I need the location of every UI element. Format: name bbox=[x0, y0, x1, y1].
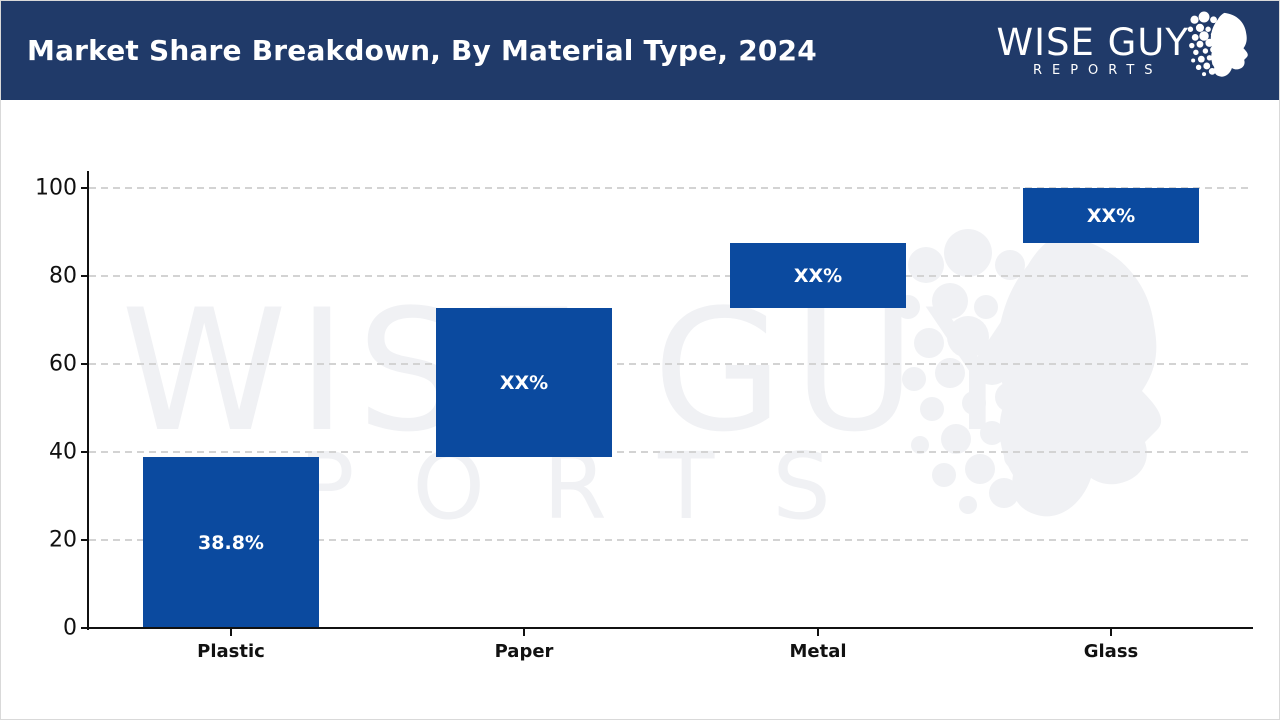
y-axis-label-0: 0 bbox=[63, 615, 77, 641]
y-axis-label-60: 60 bbox=[49, 351, 77, 377]
y-axis-tick-80 bbox=[81, 275, 89, 277]
gridline-y-80 bbox=[89, 275, 1253, 277]
bar-value-label-plastic: 38.8% bbox=[198, 531, 264, 554]
x-axis-spine bbox=[87, 627, 1253, 629]
x-axis-tick-metal bbox=[817, 629, 819, 636]
bar-glass bbox=[1023, 188, 1199, 244]
logo-wordmark-line1: WISE GUY bbox=[996, 21, 1189, 64]
y-axis-tick-20 bbox=[81, 539, 89, 541]
x-axis-label-metal: Metal bbox=[789, 641, 847, 662]
y-axis-tick-0 bbox=[81, 627, 89, 629]
x-axis-label-plastic: Plastic bbox=[197, 641, 265, 662]
header-bar: Market Share Breakdown, By Material Type… bbox=[1, 1, 1279, 100]
bar-metal bbox=[730, 243, 906, 309]
gridline-y-100 bbox=[89, 187, 1253, 189]
y-axis-tick-60 bbox=[81, 363, 89, 365]
gridline-y-60 bbox=[89, 363, 1253, 365]
logo-wordmark: WISE GUY REPORTS bbox=[997, 24, 1189, 77]
bar-plastic bbox=[143, 457, 319, 628]
face-profile-icon bbox=[1185, 10, 1253, 92]
x-axis-label-paper: Paper bbox=[494, 641, 554, 662]
y-axis-tick-100 bbox=[81, 187, 89, 189]
bar-value-label-glass: XX% bbox=[1086, 204, 1136, 227]
x-axis-tick-glass bbox=[1110, 629, 1112, 636]
x-axis-tick-paper bbox=[523, 629, 525, 636]
chart-title: Market Share Breakdown, By Material Type… bbox=[27, 34, 817, 67]
watermark-face-icon bbox=[879, 223, 1189, 583]
logo-wordmark-line2: REPORTS bbox=[1032, 63, 1163, 78]
y-axis-label-100: 100 bbox=[35, 175, 77, 201]
x-axis-label-glass: Glass bbox=[1083, 641, 1139, 662]
y-axis-spine bbox=[87, 171, 89, 630]
bar-value-label-metal: XX% bbox=[793, 264, 843, 287]
y-axis-label-80: 80 bbox=[49, 263, 77, 289]
gridline-y-20 bbox=[89, 539, 1253, 541]
y-axis-label-40: 40 bbox=[49, 439, 77, 465]
y-axis-label-20: 20 bbox=[49, 527, 77, 553]
wise-guy-logo: WISE GUY REPORTS bbox=[997, 10, 1253, 92]
bar-paper bbox=[436, 308, 612, 458]
bar-value-label-paper: XX% bbox=[499, 371, 549, 394]
x-axis-tick-plastic bbox=[230, 629, 232, 636]
gridline-y-40 bbox=[89, 451, 1253, 453]
y-axis-tick-40 bbox=[81, 451, 89, 453]
